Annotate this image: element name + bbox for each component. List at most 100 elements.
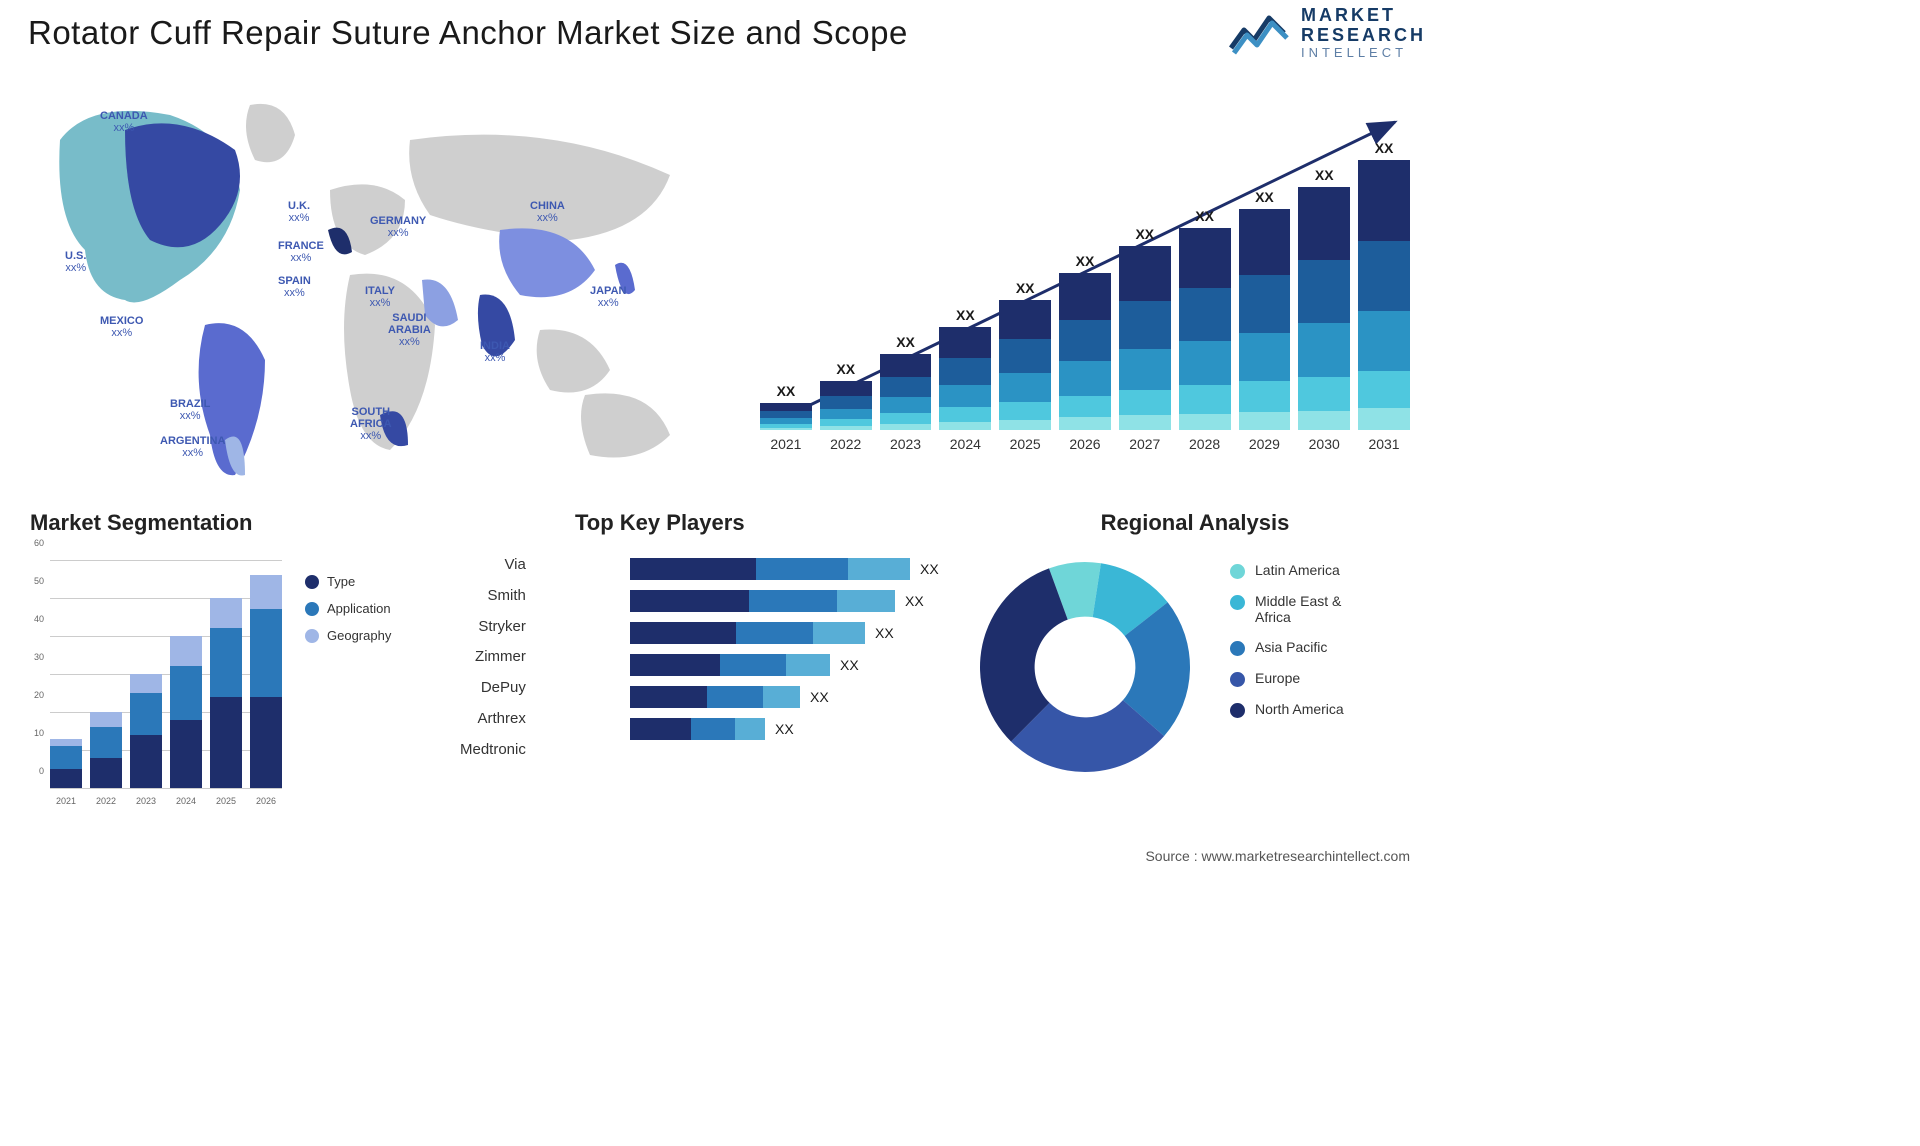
- player-bar-row: XX: [630, 590, 960, 612]
- growth-bar-year: 2027: [1129, 436, 1160, 452]
- growth-bar-value: XX: [1255, 189, 1274, 205]
- player-bar-value: XX: [905, 593, 924, 609]
- regional-donut: [970, 552, 1200, 782]
- regional-legend: Latin America Middle East &Africa Asia Pac…: [1230, 562, 1410, 732]
- player-bar-value: XX: [875, 625, 894, 641]
- growth-bar-value: XX: [956, 307, 975, 323]
- logo-mark-icon: [1229, 8, 1291, 58]
- growth-bar: XX 2023: [880, 334, 932, 452]
- country-label: INDIAxx%: [480, 340, 510, 364]
- player-bar-row: XX: [630, 622, 960, 644]
- player-bar-value: XX: [920, 561, 939, 577]
- segmentation-chart: 0102030405060 202120222023202420252026: [22, 550, 282, 810]
- company-list-item: Smith: [460, 581, 526, 612]
- company-list-item: Zimmer: [460, 642, 526, 673]
- growth-bar-value: XX: [777, 383, 796, 399]
- player-bar-row: XX: [630, 654, 960, 676]
- growth-bar-value: XX: [1315, 167, 1334, 183]
- growth-bar: XX 2025: [999, 280, 1051, 452]
- segmentation-section: Market Segmentation 0102030405060 202120…: [30, 510, 450, 536]
- growth-bar: XX 2029: [1239, 189, 1291, 452]
- country-label: CANADAxx%: [100, 110, 148, 134]
- country-label: SPAINxx%: [278, 275, 311, 299]
- logo-line1: MARKET: [1301, 6, 1426, 26]
- regional-legend-item: Latin America: [1230, 562, 1410, 579]
- company-list-item: Stryker: [460, 612, 526, 643]
- growth-bar-year: 2023: [890, 436, 921, 452]
- seg-bar: [130, 674, 162, 788]
- growth-bar: XX 2027: [1119, 226, 1171, 452]
- growth-bar-value: XX: [1195, 208, 1214, 224]
- growth-bar: XX 2028: [1179, 208, 1231, 453]
- seg-bar: [90, 712, 122, 788]
- players-title: Top Key Players: [575, 510, 975, 536]
- growth-chart: XX2021XX2022XX2023XX2024XX2025XX2026XX20…: [760, 112, 1410, 472]
- growth-bar-value: XX: [1135, 226, 1154, 242]
- country-label: JAPANxx%: [590, 285, 626, 309]
- country-label: U.S.xx%: [65, 250, 86, 274]
- growth-bar-year: 2030: [1309, 436, 1340, 452]
- company-list-item: Medtronic: [460, 735, 526, 766]
- country-label: SOUTHAFRICAxx%: [350, 406, 392, 442]
- regional-legend-item: Middle East &Africa: [1230, 593, 1410, 625]
- company-list-item: DePuy: [460, 673, 526, 704]
- player-bar-value: XX: [775, 721, 794, 737]
- country-label: ARGENTINAxx%: [160, 435, 225, 459]
- growth-bar-year: 2025: [1010, 436, 1041, 452]
- growth-bar: XX2031: [1358, 140, 1410, 452]
- growth-bar: XX 2026: [1059, 253, 1111, 452]
- world-map: CANADAxx% U.S.xx% MEXICOxx% BRAZILxx% ARGENT…: [30, 80, 710, 490]
- country-label: GERMANYxx%: [370, 215, 426, 239]
- growth-bar: XX 2024: [939, 307, 991, 452]
- country-label: BRAZILxx%: [170, 398, 210, 422]
- growth-bar-year: 2029: [1249, 436, 1280, 452]
- seg-legend-item: Geography: [305, 628, 391, 643]
- growth-bar-value: XX: [1076, 253, 1095, 269]
- country-label: U.K.xx%: [288, 200, 310, 224]
- player-bar-row: XX: [630, 686, 960, 708]
- growth-bar: XX 2022: [820, 361, 872, 452]
- country-label: ITALYxx%: [365, 285, 395, 309]
- player-bar-row: XX: [630, 558, 960, 580]
- growth-bar: XX 2030: [1298, 167, 1350, 452]
- player-bar-value: XX: [840, 657, 859, 673]
- growth-bar-year: 2021: [770, 436, 801, 452]
- regional-legend-item: North America: [1230, 701, 1410, 718]
- regional-legend-item: Asia Pacific: [1230, 639, 1410, 656]
- source-attribution: Source : www.marketresearchintellect.com: [1145, 848, 1410, 864]
- company-list-item: Via: [460, 550, 526, 581]
- growth-bar-year: 2024: [950, 436, 981, 452]
- players-chart: XX XX XX XX XX XX: [630, 558, 960, 750]
- segmentation-legend: Type Application Geography: [305, 574, 391, 655]
- seg-legend-item: Application: [305, 601, 391, 616]
- growth-bar-value: XX: [836, 361, 855, 377]
- player-bar-row: XX: [630, 718, 960, 740]
- regional-legend-item: Europe: [1230, 670, 1410, 687]
- regional-title: Regional Analysis: [980, 510, 1410, 536]
- growth-bar-year: 2022: [830, 436, 861, 452]
- company-list-item: Arthrex: [460, 704, 526, 735]
- country-label: CHINAxx%: [530, 200, 565, 224]
- country-label: MEXICOxx%: [100, 315, 143, 339]
- growth-bar-value: XX: [1375, 140, 1394, 156]
- seg-bar: [250, 575, 282, 788]
- growth-bar-year: 2026: [1069, 436, 1100, 452]
- growth-bar: XX 2021: [760, 383, 812, 452]
- seg-legend-item: Type: [305, 574, 391, 589]
- logo-line3: INTELLECT: [1301, 46, 1426, 60]
- country-label: FRANCExx%: [278, 240, 324, 264]
- country-label: SAUDIARABIAxx%: [388, 312, 431, 348]
- brand-logo: MARKET RESEARCH INTELLECT: [1229, 6, 1426, 60]
- players-section: Top Key Players XXXXXXXXXXXX: [575, 510, 975, 536]
- seg-bar: [50, 739, 82, 788]
- growth-bar-value: XX: [1016, 280, 1035, 296]
- growth-bar-year: 2028: [1189, 436, 1220, 452]
- seg-bar: [170, 636, 202, 788]
- player-bar-value: XX: [810, 689, 829, 705]
- page-title: Rotator Cuff Repair Suture Anchor Market…: [28, 14, 908, 52]
- regional-section: Regional Analysis Latin AmericaMiddle Ea…: [980, 510, 1410, 536]
- growth-bar-value: XX: [896, 334, 915, 350]
- logo-line2: RESEARCH: [1301, 26, 1426, 46]
- company-list: ViaSmithStrykerZimmerDePuyArthrexMedtron…: [460, 550, 526, 765]
- seg-bar: [210, 598, 242, 788]
